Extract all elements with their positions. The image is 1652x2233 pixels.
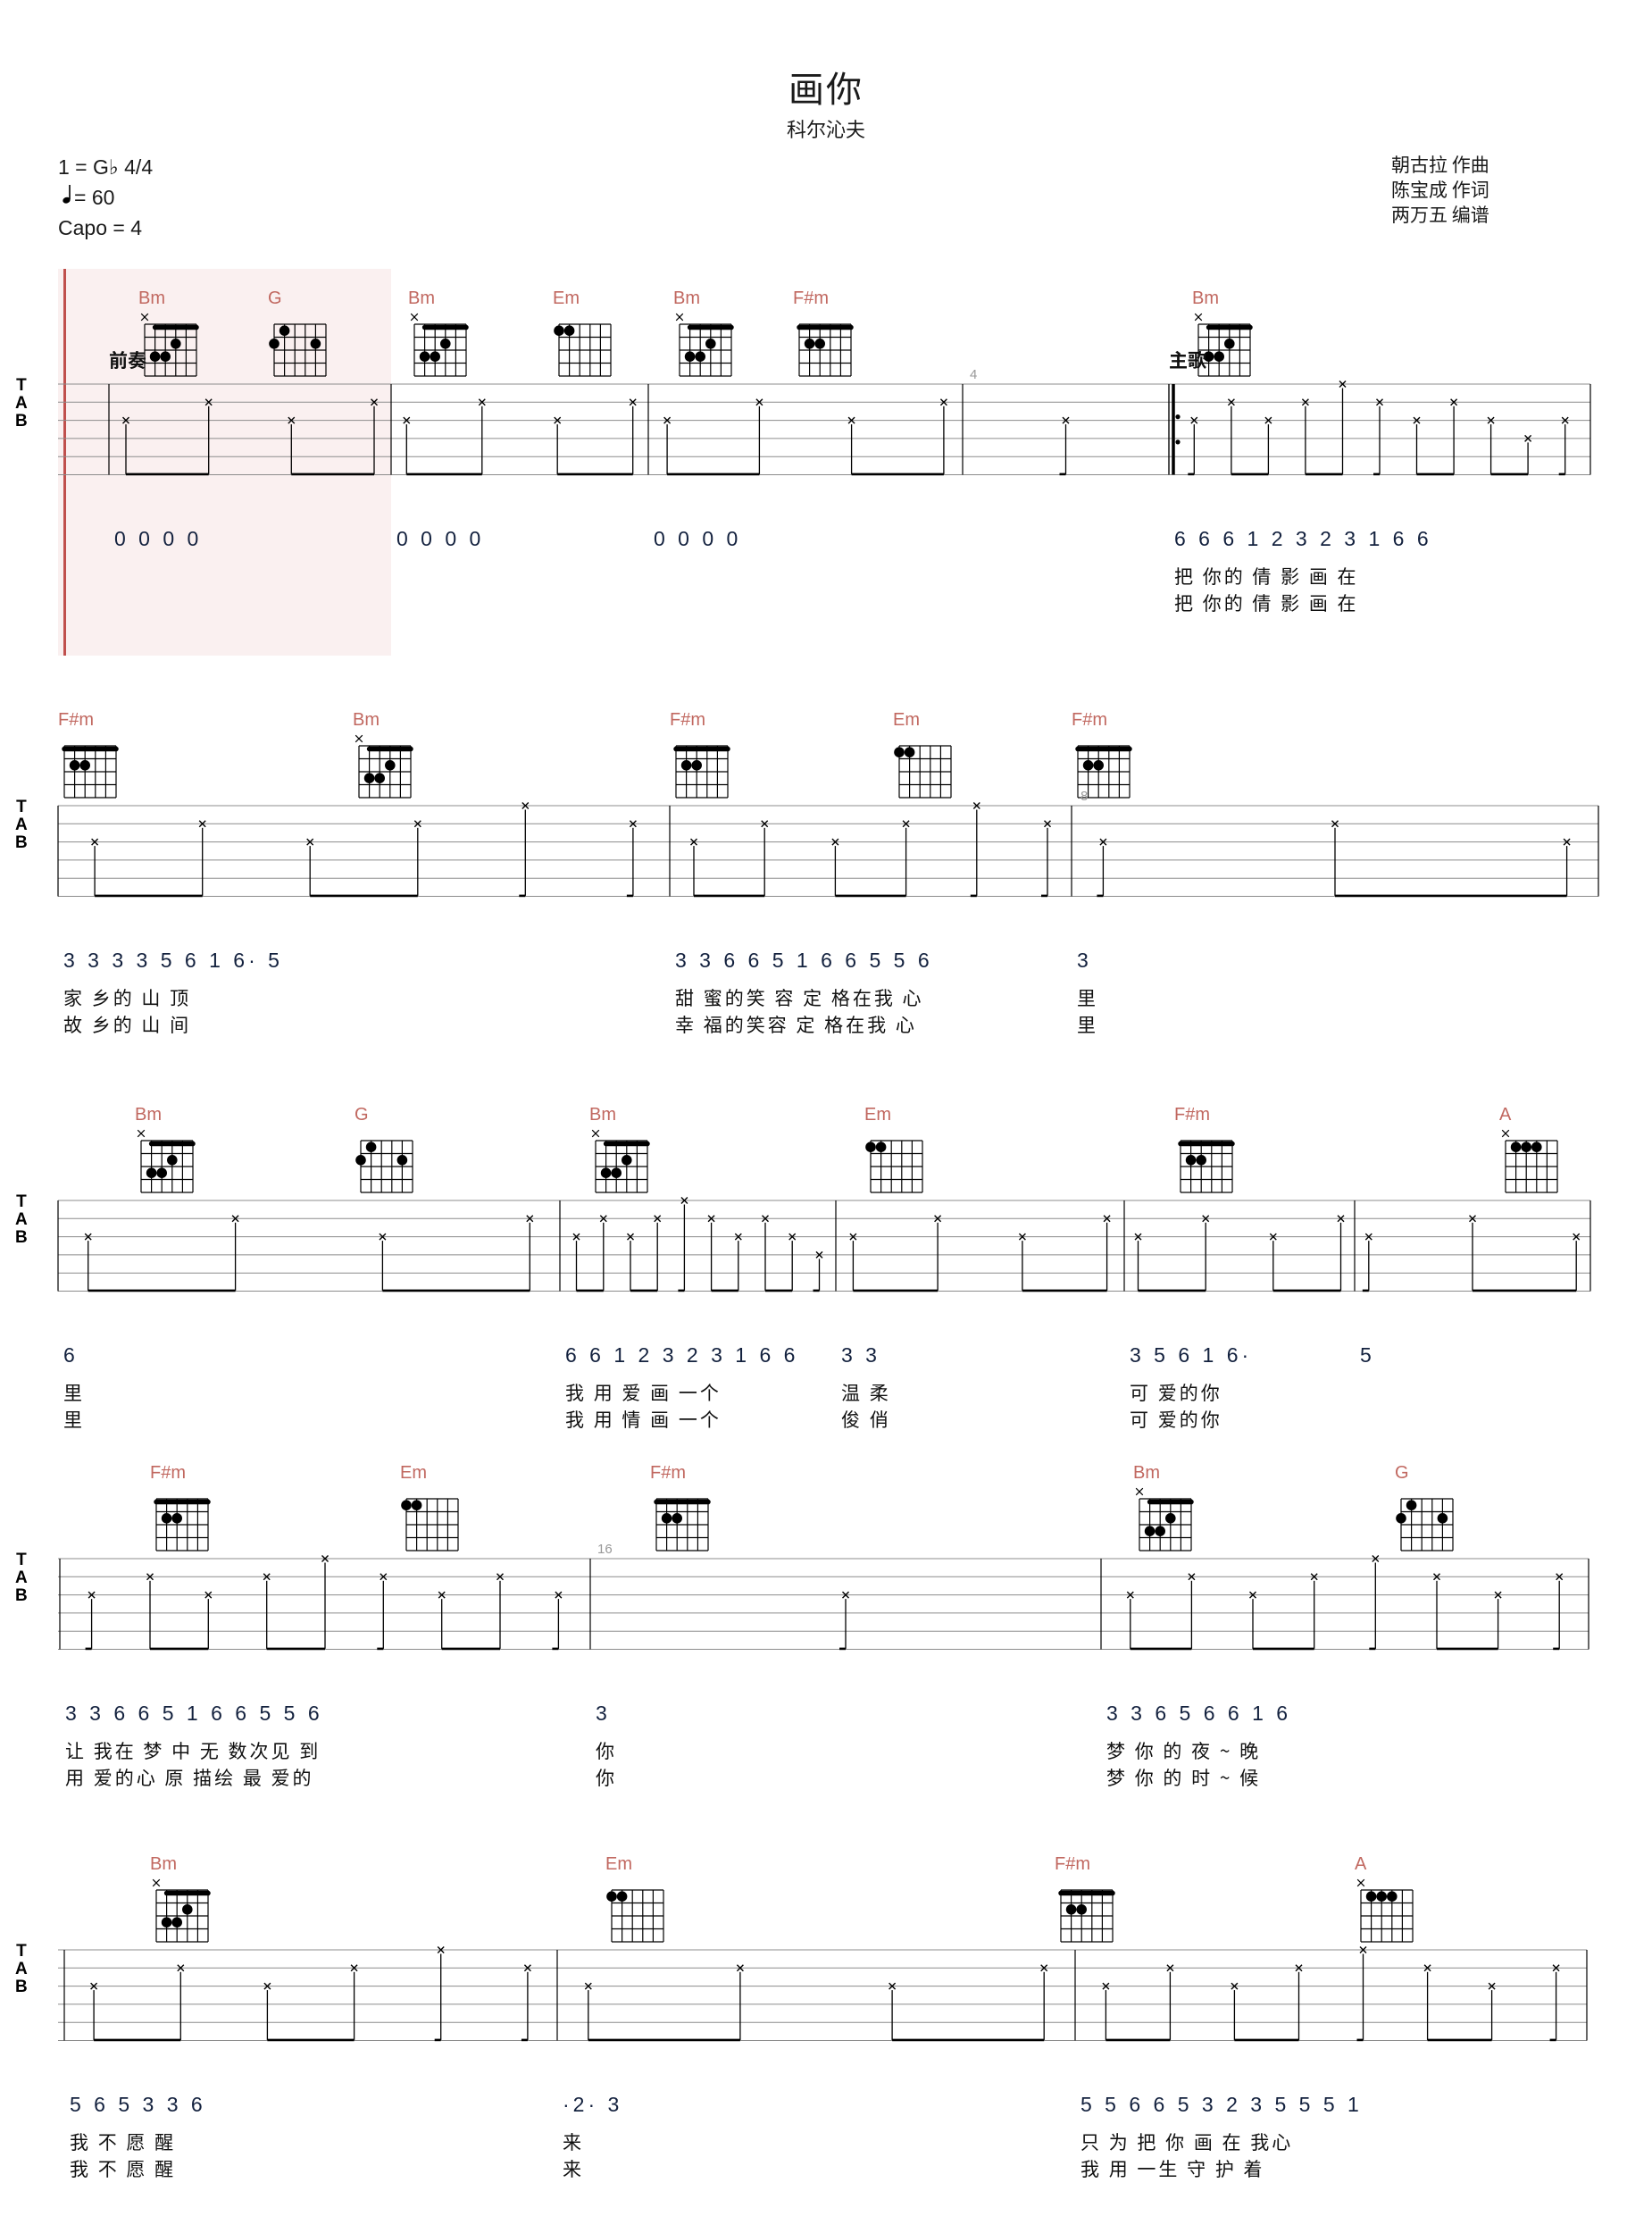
svg-text:16: 16 xyxy=(597,1542,613,1557)
svg-text:8: 8 xyxy=(1080,789,1088,804)
svg-text:4: 4 xyxy=(970,367,977,382)
